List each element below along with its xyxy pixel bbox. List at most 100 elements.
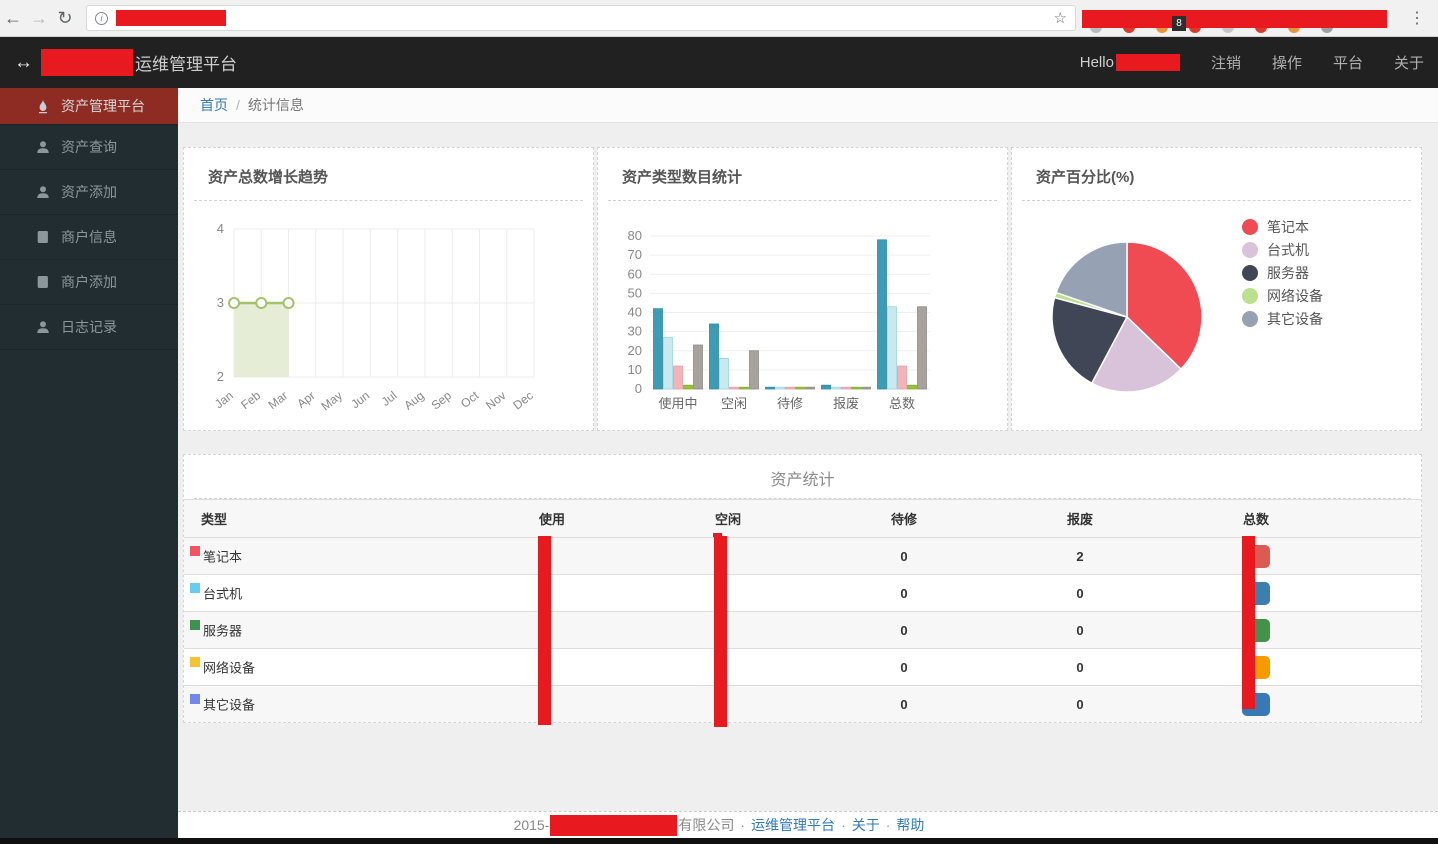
footer-link-about[interactable]: 关于 bbox=[851, 817, 880, 833]
app-title: 运维管理平台 bbox=[135, 55, 237, 74]
cell-value bbox=[1168, 692, 1344, 716]
extensions-area: 8 bbox=[1082, 3, 1402, 33]
user-icon bbox=[37, 140, 49, 153]
sidebar-toggle-icon[interactable]: ↔ bbox=[14, 51, 33, 73]
page-info-icon[interactable]: i bbox=[95, 11, 108, 25]
sidebar-item-merchant-info[interactable]: 商户信息 bbox=[0, 215, 178, 260]
sidebar-item-label: 商户信息 bbox=[61, 229, 117, 245]
legend-item: 笔记本 bbox=[1242, 215, 1323, 238]
asset-stats-table-card: 资产统计 类型 使用 空闲 待修 报废 总数 笔记本 0 2 台式机 0 0 服务器 0 0 网络设备 0 0 其… bbox=[183, 454, 1422, 727]
breadcrumb-current: 统计信息 bbox=[247, 97, 304, 113]
navbar-item-action[interactable]: 操作 bbox=[1271, 55, 1302, 72]
panel-title: 资产类型数目统计 bbox=[622, 169, 743, 186]
svg-text:3: 3 bbox=[217, 295, 224, 310]
legend-dot-icon bbox=[1242, 287, 1258, 304]
user-icon bbox=[37, 320, 49, 333]
svg-text:Dec: Dec bbox=[510, 388, 535, 412]
table-row: 笔记本 0 2 bbox=[184, 537, 1421, 574]
redaction-bar bbox=[1241, 536, 1255, 709]
svg-text:40: 40 bbox=[628, 305, 642, 320]
legend-item: 台式机 bbox=[1242, 238, 1323, 261]
footer-link-platform[interactable]: 运维管理平台 bbox=[751, 817, 836, 833]
navbar-item-about[interactable]: 关于 bbox=[1393, 55, 1424, 72]
svg-text:80: 80 bbox=[628, 228, 642, 243]
browser-menu-icon[interactable]: ⋮ bbox=[1409, 10, 1425, 27]
sidebar-item-asset-platform[interactable]: 资产管理平台 bbox=[0, 88, 178, 125]
cell-value bbox=[1168, 655, 1344, 679]
bar-chart: 0 10 20 30 40 50 60 70 80 使用中 空闲 待修 报废 总数 bbox=[628, 228, 930, 411]
svg-text:Sep: Sep bbox=[429, 388, 455, 412]
header-cell: 待修 bbox=[890, 512, 917, 527]
greeting-text: Hello bbox=[1080, 54, 1180, 71]
panel-asset-type-count: 资产类型数目统计 0 10 20 30 40 50 60 70 80 使用中 空闲 待修 报废 总数 bbox=[597, 147, 1008, 431]
navbar-item-platform[interactable]: 平台 bbox=[1332, 55, 1363, 72]
legend-label: 服务器 bbox=[1267, 264, 1309, 281]
svg-text:待修: 待修 bbox=[777, 396, 803, 411]
legend-label: 笔记本 bbox=[1267, 218, 1309, 235]
legend-dot-icon bbox=[1242, 264, 1258, 281]
cell-value: 0 bbox=[1076, 696, 1084, 712]
sidebar: 资产管理平台 资产查询资产添加商户信息商户添加日志记录 bbox=[0, 88, 178, 838]
type-label: 其它设备 bbox=[203, 697, 256, 713]
footer-link-help[interactable]: 帮助 bbox=[896, 817, 925, 833]
cell-value: 0 bbox=[900, 622, 908, 638]
breadcrumb-separator: / bbox=[236, 97, 240, 113]
header-cell: 报废 bbox=[1066, 512, 1093, 527]
pie-legend: 笔记本 台式机 服务器 网络设备 其它设备 bbox=[1242, 215, 1323, 430]
legend-label: 台式机 bbox=[1267, 241, 1309, 258]
cell-value: 0 bbox=[900, 659, 908, 675]
type-marker bbox=[190, 546, 200, 557]
bookmark-star-icon[interactable]: ☆ bbox=[1053, 10, 1067, 27]
footer-separator: · bbox=[740, 817, 746, 833]
sidebar-item-log-records[interactable]: 日志记录 bbox=[0, 305, 178, 350]
sidebar-item-label: 资产管理平台 bbox=[61, 98, 145, 114]
svg-text:0: 0 bbox=[635, 381, 642, 396]
legend-item: 其它设备 bbox=[1242, 307, 1323, 330]
sidebar-item-label: 商户添加 bbox=[61, 274, 117, 290]
sidebar-item-label: 资产查询 bbox=[61, 139, 117, 155]
table-header: 类型 使用 空闲 待修 报废 总数 bbox=[184, 499, 1421, 537]
cell-value: 0 bbox=[1076, 659, 1084, 675]
address-bar[interactable]: i ☆ bbox=[86, 5, 1076, 31]
panel-asset-growth: 资产总数增长趋势 4 3 2 Jan Feb Mar Apr May Jun Jul Aug Sep O… bbox=[183, 147, 594, 431]
navbar-menu: Hello 注销 操作 平台 关于 bbox=[1080, 52, 1438, 73]
svg-text:Feb: Feb bbox=[238, 388, 263, 412]
panel-divider bbox=[1022, 200, 1411, 201]
sidebar-item-label: 日志记录 bbox=[61, 319, 117, 335]
cell-value: 0 bbox=[900, 585, 908, 601]
sidebar-item-asset-add[interactable]: 资产添加 bbox=[0, 170, 178, 215]
reload-icon[interactable]: ↻ bbox=[57, 7, 73, 28]
back-icon[interactable]: ← bbox=[4, 7, 22, 28]
svg-text:May: May bbox=[318, 388, 344, 413]
line-chart: 4 3 2 Jan Feb Mar Apr May Jun Jul Aug Sep Oct Nov Dec bbox=[212, 221, 536, 413]
cell-value: 0 bbox=[1076, 622, 1084, 638]
cell-value bbox=[1168, 618, 1344, 642]
footer-company-suffix: 有限公司 bbox=[678, 817, 735, 833]
svg-text:使用中: 使用中 bbox=[658, 396, 697, 411]
username-redaction bbox=[1115, 54, 1180, 71]
forward-icon[interactable]: → bbox=[30, 7, 48, 28]
breadcrumb-home-link[interactable]: 首页 bbox=[200, 97, 228, 113]
browser-toolbar: ← → ↻ i ☆ 8 ⋮ bbox=[0, 0, 1438, 37]
svg-text:2: 2 bbox=[217, 369, 224, 384]
book-icon bbox=[37, 230, 48, 243]
sidebar-item-merchant-add[interactable]: 商户添加 bbox=[0, 260, 178, 305]
header-cell: 类型 bbox=[201, 512, 228, 527]
user-icon bbox=[37, 185, 49, 198]
svg-text:Nov: Nov bbox=[483, 388, 508, 412]
panel-divider bbox=[608, 200, 997, 201]
pie-chart bbox=[1051, 241, 1203, 393]
table-row: 网络设备 0 0 bbox=[184, 648, 1421, 685]
type-marker bbox=[190, 657, 200, 668]
url-redaction bbox=[116, 10, 226, 26]
navbar-item-logout[interactable]: 注销 bbox=[1210, 55, 1241, 72]
table-divider bbox=[194, 498, 1411, 499]
sidebar-item-asset-query[interactable]: 资产查询 bbox=[0, 125, 178, 170]
svg-text:Jul: Jul bbox=[379, 388, 400, 408]
redaction-mark bbox=[713, 533, 722, 537]
cell-value: 2 bbox=[1076, 548, 1084, 564]
svg-text:30: 30 bbox=[628, 324, 642, 339]
extensions-redaction bbox=[1082, 10, 1387, 28]
table-row: 其它设备 0 0 bbox=[184, 685, 1421, 722]
type-label: 台式机 bbox=[203, 586, 243, 602]
